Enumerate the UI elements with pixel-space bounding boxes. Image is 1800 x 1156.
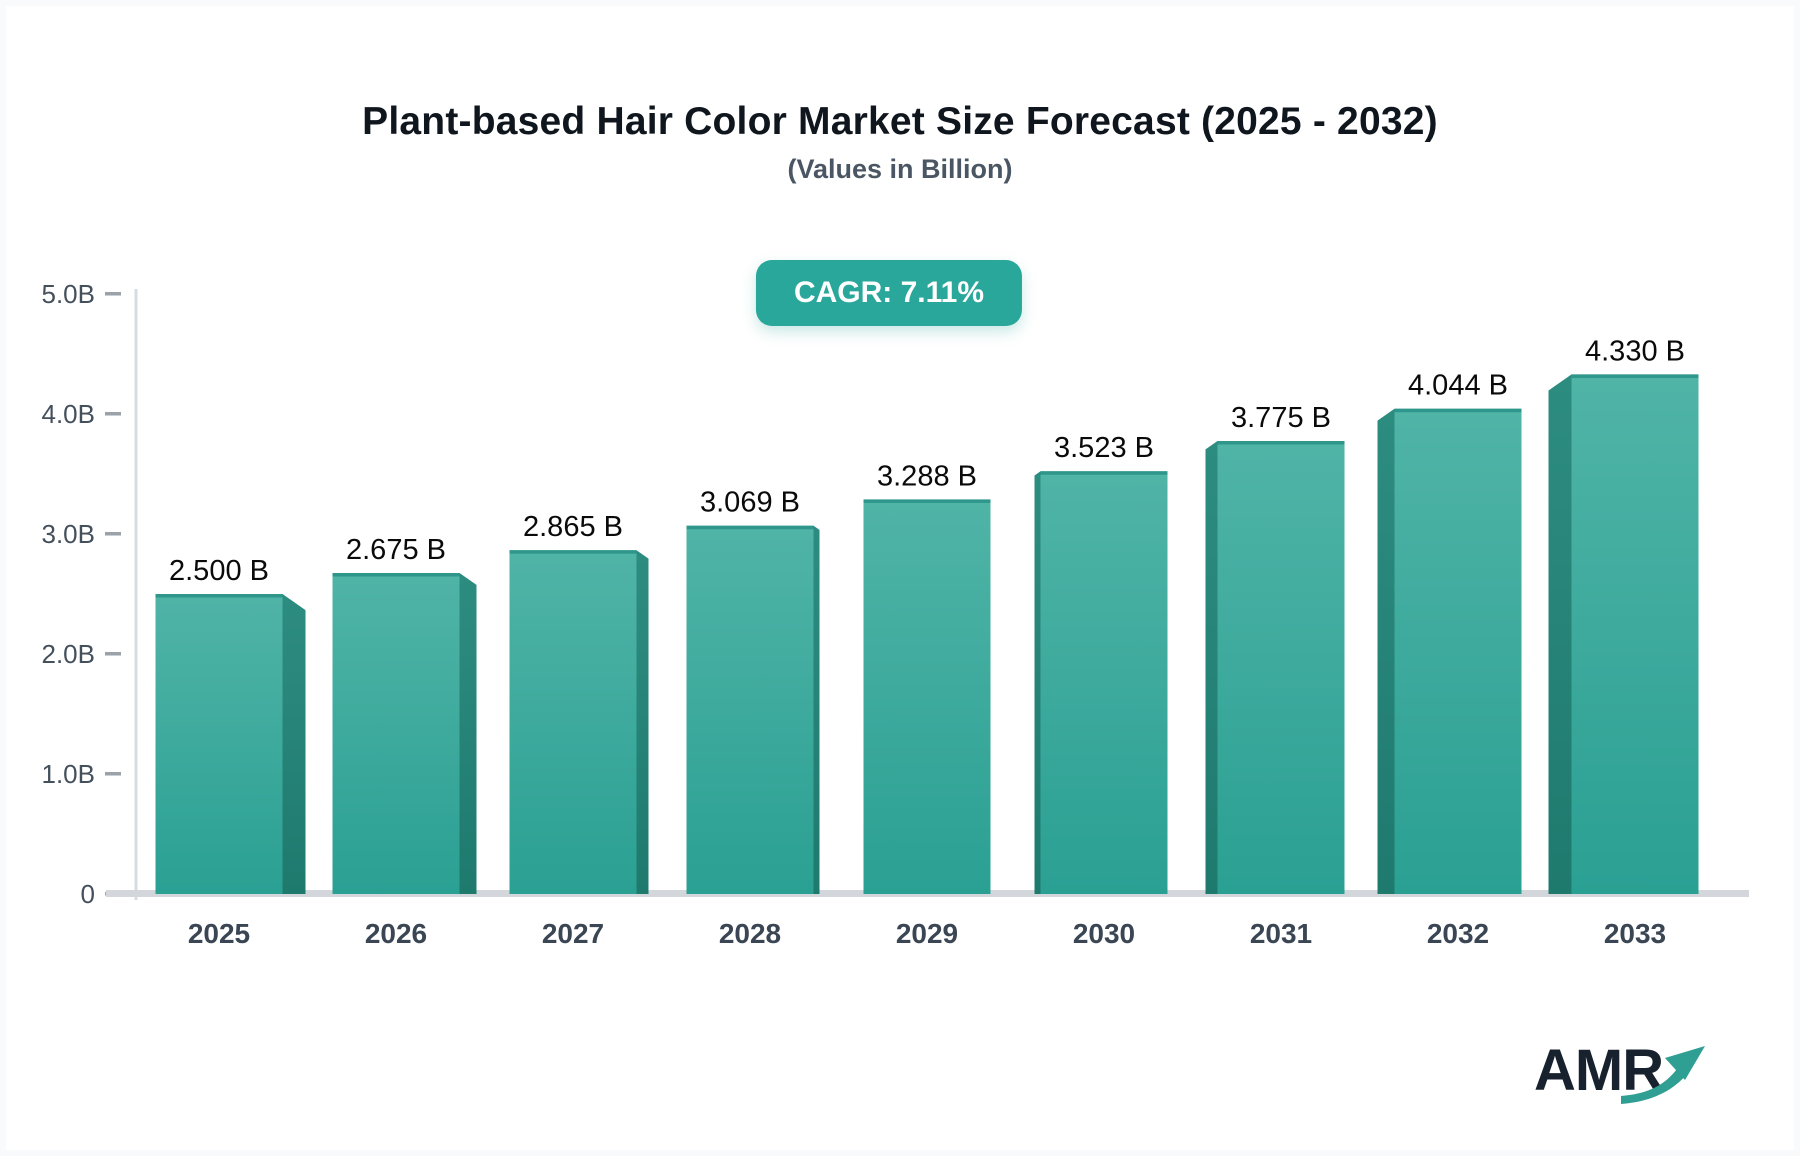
bar-group-2032[interactable]: 4.044 B 2032 [1377, 370, 1522, 949]
y-axis-line [134, 289, 138, 900]
bar-group-2029[interactable]: 3.288 B 2029 [863, 460, 991, 949]
x-tick-label: 2032 [1427, 918, 1489, 949]
x-tick-label: 2025 [188, 918, 250, 949]
bar-value-label: 2.675 B [346, 534, 446, 566]
bar-side-face [813, 525, 820, 894]
bar-face [1040, 471, 1168, 894]
bar-value-label: 3.288 B [877, 460, 977, 492]
bar-group-2027[interactable]: 2.865 B 2027 [509, 511, 649, 949]
y-tick-label: 2.0B [42, 639, 96, 669]
y-axis-tick [105, 532, 121, 536]
bar-top-edge [509, 550, 637, 554]
bar-group-2025[interactable]: 2.500 B 2025 [155, 555, 306, 949]
bar-top-edge [863, 499, 991, 503]
bar-value-label: 3.069 B [700, 487, 800, 519]
amr-logo-text: AMR [1534, 1038, 1664, 1103]
chart-card: Plant-based Hair Color Market Size Forec… [6, 6, 1794, 1150]
bar-value-label: 3.523 B [1054, 432, 1154, 464]
y-tick-label: 5.0B [42, 279, 96, 309]
bar-value-label: 4.330 B [1585, 335, 1685, 367]
y-tick-label: 0 [81, 879, 95, 909]
y-axis-tick [105, 412, 121, 416]
bar-top-edge [332, 573, 460, 577]
bar-side-face [1548, 374, 1572, 894]
y-tick-label: 3.0B [42, 519, 96, 549]
bar-top-edge [686, 525, 814, 530]
bar-face [155, 594, 283, 894]
bar-value-label: 3.775 B [1231, 402, 1331, 434]
bar-side-face [459, 573, 477, 894]
x-tick-label: 2033 [1604, 918, 1666, 949]
bar-side-face [1377, 408, 1395, 894]
bar-top-edge [1040, 471, 1168, 475]
bar-top-edge [1217, 441, 1345, 445]
bar-group-2033[interactable]: 4.330 B 2033 [1548, 335, 1699, 949]
x-tick-label: 2027 [542, 918, 604, 949]
bar-side-face [1205, 441, 1218, 894]
bar-face [332, 573, 460, 894]
bar-face [1571, 374, 1699, 894]
bar-value-label: 4.044 B [1408, 370, 1508, 402]
y-axis-tick [105, 652, 121, 656]
bar-top-edge [1394, 408, 1522, 413]
bar-value-label: 2.500 B [169, 555, 269, 587]
y-axis-tick [105, 292, 121, 296]
x-tick-label: 2031 [1250, 918, 1312, 949]
bar-group-2026[interactable]: 2.675 B 2026 [332, 534, 477, 949]
x-tick-label: 2026 [365, 918, 427, 949]
cagr-badge: CAGR: 7.11% [755, 260, 1023, 326]
growth-arrow-icon [1621, 1046, 1706, 1104]
y-axis-tick [105, 772, 121, 776]
bar-group-2028[interactable]: 3.069 B 2028 [686, 487, 820, 949]
x-tick-label: 2030 [1073, 918, 1135, 949]
bar-face [686, 525, 814, 894]
y-tick-label: 1.0B [42, 759, 96, 789]
bar-side-face [282, 594, 306, 894]
bar-face [1394, 408, 1522, 894]
bar-group-2030[interactable]: 3.523 B 2030 [1034, 432, 1168, 949]
bar-side-face [636, 550, 649, 894]
bar-value-label: 2.865 B [523, 511, 623, 543]
bar-top-edge [155, 594, 283, 598]
bar-face [509, 550, 637, 894]
chart-title: Plant-based Hair Color Market Size Forec… [362, 100, 1438, 143]
chart-subtitle: (Values in Billion) [787, 154, 1013, 184]
bar-top-edge [1571, 374, 1699, 378]
y-tick-label: 4.0B [42, 399, 96, 429]
bar-face [1217, 441, 1345, 894]
x-tick-label: 2029 [896, 918, 958, 949]
bar-group-2031[interactable]: 3.775 B 2031 [1205, 402, 1345, 949]
bar-side-face [1034, 471, 1041, 894]
amr-logo: AMR [1534, 1042, 1711, 1108]
bar-face [863, 499, 991, 894]
x-tick-label: 2028 [719, 918, 781, 949]
